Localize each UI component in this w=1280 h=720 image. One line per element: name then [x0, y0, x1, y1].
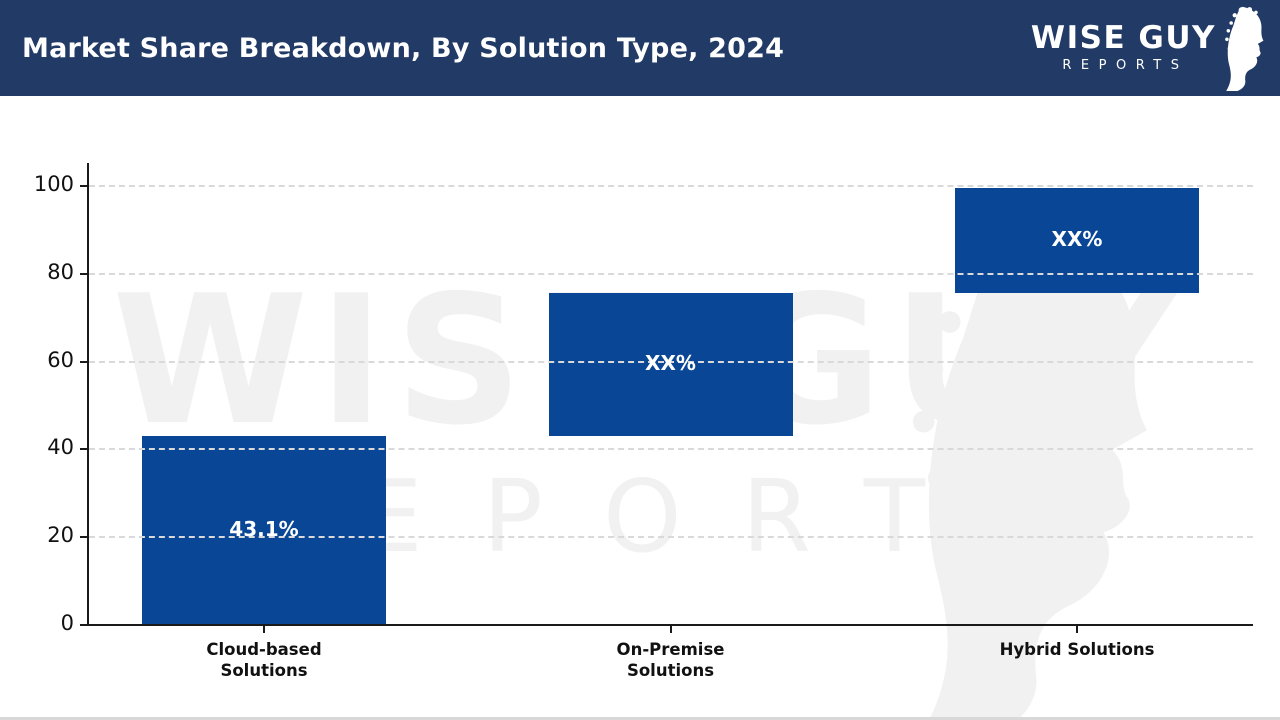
- y-tick-label: 100: [33, 172, 74, 196]
- y-tick-mark: [80, 624, 88, 626]
- bar: [142, 435, 386, 625]
- bar-value-label: XX%: [1051, 227, 1103, 252]
- x-category-label: On-Premise Solutions: [616, 640, 725, 681]
- gridline: [89, 448, 1253, 451]
- y-tick-mark: [80, 536, 88, 539]
- x-tick-mark: [669, 626, 672, 633]
- logo-wordmark: WISE GUY: [1030, 20, 1216, 56]
- bottom-border: [0, 717, 1280, 720]
- x-tick-mark: [263, 626, 265, 633]
- y-tick-mark: [80, 272, 88, 275]
- gridline: [89, 360, 1253, 363]
- y-tick-label: 60: [47, 347, 74, 372]
- bar-value-label: 43.1%: [229, 517, 299, 542]
- y-tick-label: 40: [47, 435, 74, 460]
- y-tick-mark: [80, 185, 88, 187]
- x-category-label: Cloud-based Solutions: [206, 640, 322, 681]
- gridline: [89, 185, 1253, 187]
- bar: [955, 188, 1199, 293]
- gridline: [89, 536, 1253, 539]
- wise-guy-logo: WISE GUY REPORTS: [1031, 6, 1266, 91]
- bar-value-label: XX%: [645, 351, 696, 376]
- header: Market Share Breakdown, By Solution Type…: [0, 0, 1280, 96]
- y-axis-line: [87, 163, 89, 626]
- y-tick-label: 80: [47, 259, 74, 284]
- bar: [548, 292, 793, 436]
- x-axis-line: [87, 624, 1253, 626]
- x-category-label: Hybrid Solutions: [999, 640, 1155, 659]
- gridline: [89, 272, 1253, 275]
- logo-text: WISE GUY REPORTS: [1030, 20, 1216, 74]
- page-title: Market Share Breakdown, By Solution Type…: [22, 32, 785, 64]
- y-tick-mark: [80, 360, 88, 363]
- x-tick-mark: [1076, 626, 1078, 633]
- y-tick-mark: [80, 448, 88, 451]
- y-tick-label: 20: [47, 523, 74, 548]
- logo-subtext: REPORTS: [1062, 58, 1189, 73]
- y-tick-label: 0: [60, 611, 74, 635]
